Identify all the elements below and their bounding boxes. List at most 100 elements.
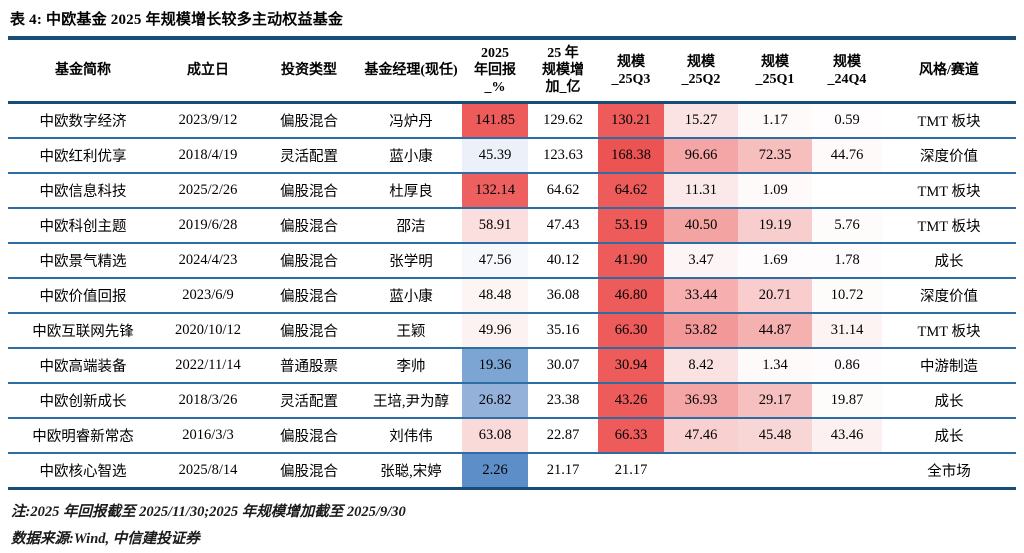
table-cell-col8: 20.71	[738, 278, 812, 315]
table-cell-col3: 蓝小康	[360, 138, 462, 175]
table-cell-col2: 偏股混合	[258, 208, 360, 245]
table-cell-col4: 2.26	[462, 453, 528, 491]
table-cell-col9	[812, 453, 882, 491]
table-cell-col4: 141.85	[462, 102, 528, 140]
table-cell-col5: 36.08	[528, 278, 598, 315]
table-cell-col6: 66.30	[598, 313, 664, 350]
source-line: 数据来源:Wind, 中信建投证券	[11, 531, 200, 548]
table-cell-col0: 中欧景气精选	[8, 243, 158, 280]
table-cell-col0: 中欧科创主题	[8, 208, 158, 245]
table-cell-col2: 偏股混合	[258, 313, 360, 350]
table-cell-col4: 19.36	[462, 348, 528, 385]
table-cell-col0: 中欧数字经济	[8, 102, 158, 140]
table-cell-col1: 2025/2/26	[158, 173, 258, 210]
table-cell-col1: 2018/3/26	[158, 383, 258, 420]
table-cell-col4: 58.91	[462, 208, 528, 245]
table-cell-col2: 偏股混合	[258, 453, 360, 491]
table-cell-col5: 64.62	[528, 173, 598, 210]
column-header-3: 基金经理(现任)	[360, 38, 462, 105]
table-row: 中欧创新成长 2018/3/26 灵活配置 王培,尹为醇 26.82 23.38 43.26…	[8, 383, 1016, 420]
table-cell-col9: 10.72	[812, 278, 882, 315]
table-row: 中欧高端装备 2022/11/14 普通股票 李帅 19.36 30.07 30.94 8.4…	[8, 348, 1016, 385]
table-cell-col4: 47.56	[462, 243, 528, 280]
table-cell-col7: 15.27	[664, 102, 738, 140]
table-cell-col0: 中欧价值回报	[8, 278, 158, 315]
table-cell-col5: 30.07	[528, 348, 598, 385]
table-cell-col10: 成长	[882, 383, 1016, 420]
table-cell-col5: 129.62	[528, 102, 598, 140]
table-cell-col9: 0.86	[812, 348, 882, 385]
table-cell-col1: 2023/6/9	[158, 278, 258, 315]
table-cell-col10: TMT 板块	[882, 208, 1016, 245]
table-cell-col7: 8.42	[664, 348, 738, 385]
table-cell-col7: 11.31	[664, 173, 738, 210]
table-cell-col7: 47.46	[664, 418, 738, 455]
table-cell-col6: 30.94	[598, 348, 664, 385]
table-cell-col6: 43.26	[598, 383, 664, 420]
table-cell-col10: 中游制造	[882, 348, 1016, 385]
table-cell-col4: 132.14	[462, 173, 528, 210]
table-cell-col1: 2024/4/23	[158, 243, 258, 280]
footnotes: 注:2025 年回报截至 2025/11/30;2025 年规模增加截至 202…	[8, 499, 1016, 553]
table-cell-col10: TMT 板块	[882, 102, 1016, 140]
table-cell-col6: 168.38	[598, 138, 664, 175]
table-cell-col0: 中欧创新成长	[8, 383, 158, 420]
table-cell-col9: 0.59	[812, 102, 882, 140]
fund-table: 基金简称 成立日 投资类型 基金经理(现任) 2025 年回报 _% 25 年 规模增 加…	[8, 36, 1016, 491]
column-header-4: 2025 年回报 _%	[462, 38, 528, 105]
table-cell-col3: 冯炉丹	[360, 102, 462, 140]
column-header-8: 规模 _25Q1	[738, 38, 812, 105]
table-cell-col0: 中欧互联网先锋	[8, 313, 158, 350]
table-cell-col6: 66.33	[598, 418, 664, 455]
table-cell-col7: 53.82	[664, 313, 738, 350]
table-cell-col1: 2022/11/14	[158, 348, 258, 385]
table-cell-col2: 偏股混合	[258, 173, 360, 210]
table-cell-col1: 2025/8/14	[158, 453, 258, 491]
table-cell-col1: 2023/9/12	[158, 102, 258, 140]
table-cell-col10: 深度价值	[882, 278, 1016, 315]
table-cell-col8: 44.87	[738, 313, 812, 350]
table-cell-col8	[738, 453, 812, 491]
table-cell-col8: 72.35	[738, 138, 812, 175]
table-cell-col10: 成长	[882, 243, 1016, 280]
table-cell-col3: 李帅	[360, 348, 462, 385]
table-row: 中欧红利优享 2018/4/19 灵活配置 蓝小康 45.39 123.63 168.38 9…	[8, 138, 1016, 175]
table-cell-col2: 普通股票	[258, 348, 360, 385]
table-cell-col3: 王颖	[360, 313, 462, 350]
table-cell-col1: 2016/3/3	[158, 418, 258, 455]
table-cell-col8: 1.09	[738, 173, 812, 210]
table-cell-col0: 中欧高端装备	[8, 348, 158, 385]
table-cell-col8: 45.48	[738, 418, 812, 455]
table-cell-col9: 31.14	[812, 313, 882, 350]
table-cell-col2: 偏股混合	[258, 102, 360, 140]
table-cell-col10: TMT 板块	[882, 313, 1016, 350]
table-cell-col7: 36.93	[664, 383, 738, 420]
table-cell-col2: 偏股混合	[258, 418, 360, 455]
table-cell-col6: 53.19	[598, 208, 664, 245]
table-cell-col5: 47.43	[528, 208, 598, 245]
table-cell-col5: 22.87	[528, 418, 598, 455]
table-header-row: 基金简称 成立日 投资类型 基金经理(现任) 2025 年回报 _% 25 年 规模增 加…	[8, 38, 1016, 105]
table-cell-col0: 中欧核心智选	[8, 453, 158, 491]
column-header-7: 规模 _25Q2	[664, 38, 738, 105]
table-cell-col9	[812, 173, 882, 210]
table-cell-col10: 成长	[882, 418, 1016, 455]
column-header-2: 投资类型	[258, 38, 360, 105]
table-cell-col5: 35.16	[528, 313, 598, 350]
table-cell-col2: 灵活配置	[258, 383, 360, 420]
table-cell-col0: 中欧信息科技	[8, 173, 158, 210]
table-row: 中欧互联网先锋 2020/10/12 偏股混合 王颖 49.96 35.16 66.30 53…	[8, 313, 1016, 350]
table-cell-col8: 1.17	[738, 102, 812, 140]
table-cell-col3: 张学明	[360, 243, 462, 280]
table-cell-col8: 1.34	[738, 348, 812, 385]
table-cell-col3: 张聪,宋婷	[360, 453, 462, 491]
table-cell-col10: TMT 板块	[882, 173, 1016, 210]
table-cell-col9: 5.76	[812, 208, 882, 245]
table-cell-col1: 2019/6/28	[158, 208, 258, 245]
table-row: 中欧明睿新常态 2016/3/3 偏股混合 刘伟伟 63.08 22.87 66.33 47.…	[8, 418, 1016, 455]
table-cell-col9: 44.76	[812, 138, 882, 175]
column-header-10: 风格/赛道	[882, 38, 1016, 105]
table-cell-col5: 123.63	[528, 138, 598, 175]
table-cell-col8: 19.19	[738, 208, 812, 245]
